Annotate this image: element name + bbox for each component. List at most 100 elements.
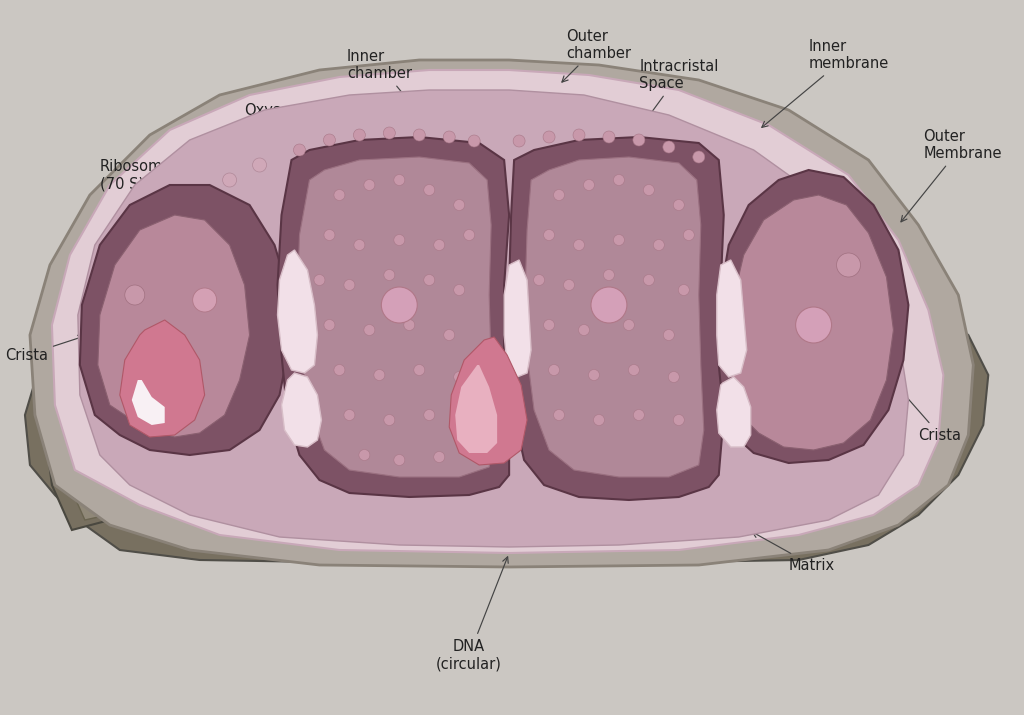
Circle shape xyxy=(454,199,465,210)
Circle shape xyxy=(579,325,590,335)
Circle shape xyxy=(324,134,336,146)
Circle shape xyxy=(443,131,456,143)
Circle shape xyxy=(591,287,627,323)
Circle shape xyxy=(643,184,654,195)
Circle shape xyxy=(222,173,237,187)
Circle shape xyxy=(613,174,625,185)
Circle shape xyxy=(534,275,545,285)
Circle shape xyxy=(549,365,559,375)
Circle shape xyxy=(603,270,614,280)
Circle shape xyxy=(383,127,395,139)
Circle shape xyxy=(381,287,417,323)
Circle shape xyxy=(669,372,679,383)
Circle shape xyxy=(847,223,860,237)
Text: Crista: Crista xyxy=(5,335,84,363)
Circle shape xyxy=(384,270,395,280)
Circle shape xyxy=(334,189,345,200)
Text: Inner
chamber: Inner chamber xyxy=(347,49,446,147)
Circle shape xyxy=(314,275,325,285)
Circle shape xyxy=(594,415,604,425)
Circle shape xyxy=(468,135,480,147)
Circle shape xyxy=(203,388,217,402)
Polygon shape xyxy=(525,157,703,477)
Circle shape xyxy=(394,235,404,245)
Polygon shape xyxy=(278,250,317,373)
Circle shape xyxy=(125,285,144,305)
Circle shape xyxy=(454,372,465,383)
Circle shape xyxy=(674,199,684,210)
Circle shape xyxy=(354,240,365,250)
Text: Outer
chamber: Outer chamber xyxy=(562,29,632,82)
Circle shape xyxy=(424,275,435,285)
Circle shape xyxy=(781,198,796,212)
Circle shape xyxy=(603,131,615,143)
Polygon shape xyxy=(282,373,322,447)
Polygon shape xyxy=(132,380,165,425)
Circle shape xyxy=(663,141,675,153)
Circle shape xyxy=(173,198,186,212)
Circle shape xyxy=(796,307,831,343)
Circle shape xyxy=(364,325,375,335)
Circle shape xyxy=(683,230,694,240)
Polygon shape xyxy=(298,157,495,477)
Text: Ribosomes
(70 S): Ribosomes (70 S) xyxy=(99,159,297,191)
Circle shape xyxy=(459,415,470,425)
Circle shape xyxy=(294,144,305,156)
Polygon shape xyxy=(717,377,751,447)
Circle shape xyxy=(424,410,435,420)
Circle shape xyxy=(364,179,375,190)
Circle shape xyxy=(153,268,167,282)
Circle shape xyxy=(123,348,137,362)
Circle shape xyxy=(693,151,705,163)
Circle shape xyxy=(584,179,595,190)
Circle shape xyxy=(573,129,585,141)
Polygon shape xyxy=(729,195,894,450)
Circle shape xyxy=(544,230,555,240)
Circle shape xyxy=(554,410,564,420)
Circle shape xyxy=(837,253,860,277)
Circle shape xyxy=(573,240,585,250)
Polygon shape xyxy=(80,185,290,455)
Circle shape xyxy=(434,451,444,463)
Circle shape xyxy=(792,263,806,277)
Circle shape xyxy=(543,131,555,143)
Polygon shape xyxy=(456,365,497,453)
Circle shape xyxy=(757,368,771,382)
Circle shape xyxy=(653,240,665,250)
Circle shape xyxy=(772,318,785,332)
Circle shape xyxy=(613,235,625,245)
Circle shape xyxy=(142,228,157,242)
Circle shape xyxy=(374,370,385,380)
Text: Crista: Crista xyxy=(882,368,962,443)
Circle shape xyxy=(624,320,635,330)
Text: Intracristal
Space: Intracristal Space xyxy=(622,59,719,154)
Circle shape xyxy=(414,365,425,375)
Circle shape xyxy=(384,415,395,425)
Text: Outer
Membrane: Outer Membrane xyxy=(901,129,1001,222)
Circle shape xyxy=(253,158,266,172)
Circle shape xyxy=(678,285,689,295)
Circle shape xyxy=(193,288,217,312)
Circle shape xyxy=(454,285,465,295)
Text: Inner
membrane: Inner membrane xyxy=(762,39,889,127)
Circle shape xyxy=(589,370,599,380)
Circle shape xyxy=(464,230,475,240)
Circle shape xyxy=(634,410,644,420)
Circle shape xyxy=(324,230,335,240)
Circle shape xyxy=(643,275,654,285)
Polygon shape xyxy=(120,320,205,437)
Circle shape xyxy=(544,320,555,330)
Circle shape xyxy=(358,450,370,460)
Circle shape xyxy=(353,129,366,141)
Polygon shape xyxy=(278,137,509,497)
Polygon shape xyxy=(717,260,746,377)
Circle shape xyxy=(821,193,836,207)
Circle shape xyxy=(752,228,766,242)
Circle shape xyxy=(434,240,444,250)
Circle shape xyxy=(403,320,415,330)
Polygon shape xyxy=(30,60,973,567)
Circle shape xyxy=(443,330,455,340)
Circle shape xyxy=(324,320,335,330)
Circle shape xyxy=(424,184,435,195)
Circle shape xyxy=(344,280,355,290)
